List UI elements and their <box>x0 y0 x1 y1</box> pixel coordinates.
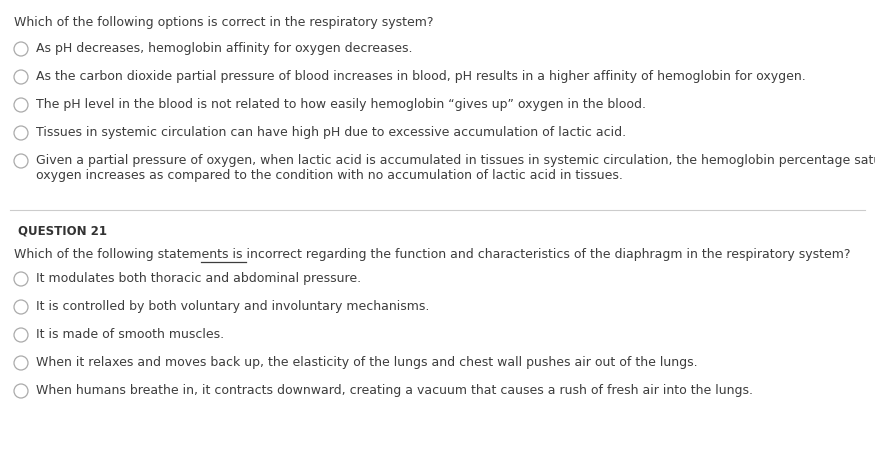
Text: The pH level in the blood is not related to how easily hemoglobin “gives up” oxy: The pH level in the blood is not related… <box>36 98 646 111</box>
Text: As pH decreases, hemoglobin affinity for oxygen decreases.: As pH decreases, hemoglobin affinity for… <box>36 42 412 55</box>
Text: When humans breathe in, it contracts downward, creating a vacuum that causes a r: When humans breathe in, it contracts dow… <box>36 384 753 397</box>
Text: Which of the following options is correct in the respiratory system?: Which of the following options is correc… <box>14 16 433 29</box>
Text: It modulates both thoracic and abdominal pressure.: It modulates both thoracic and abdominal… <box>36 272 361 285</box>
Text: It is made of smooth muscles.: It is made of smooth muscles. <box>36 328 224 341</box>
Text: It is controlled by both voluntary and involuntary mechanisms.: It is controlled by both voluntary and i… <box>36 300 430 313</box>
Text: Given a partial pressure of oxygen, when lactic acid is accumulated in tissues i: Given a partial pressure of oxygen, when… <box>36 154 875 182</box>
Text: Tissues in systemic circulation can have high pH due to excessive accumulation o: Tissues in systemic circulation can have… <box>36 126 626 139</box>
Text: When it relaxes and moves back up, the elasticity of the lungs and chest wall pu: When it relaxes and moves back up, the e… <box>36 356 697 369</box>
Text: Which of the following statements is incorrect regarding the function and charac: Which of the following statements is inc… <box>14 248 850 261</box>
Text: QUESTION 21: QUESTION 21 <box>18 224 107 237</box>
Text: As the carbon dioxide partial pressure of blood increases in blood, pH results i: As the carbon dioxide partial pressure o… <box>36 70 806 83</box>
